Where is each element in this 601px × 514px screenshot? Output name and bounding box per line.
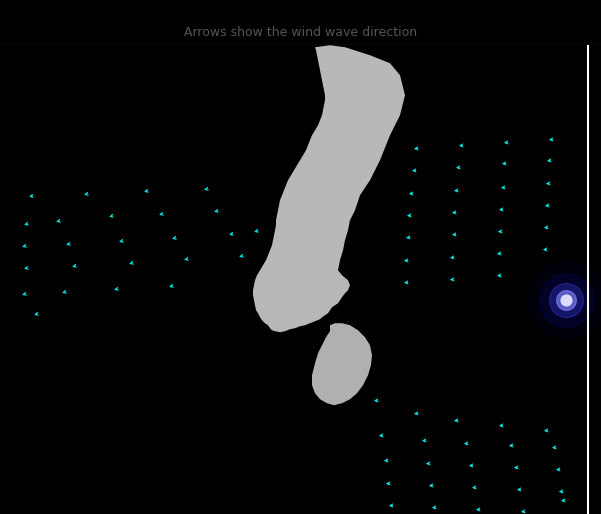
Point (561, 296, 571, 304)
Text: Arrows show the wind wave direction: Arrows show the wind wave direction (184, 26, 417, 39)
Polygon shape (312, 323, 372, 405)
Text: Wind Wave energy on Saturday 22 Mar at 11pm +05: Wind Wave energy on Saturday 22 Mar at 1… (62, 5, 539, 23)
Point (561, 296, 571, 304)
Point (561, 296, 571, 304)
Point (561, 296, 571, 304)
Point (561, 296, 571, 304)
Polygon shape (253, 45, 405, 332)
